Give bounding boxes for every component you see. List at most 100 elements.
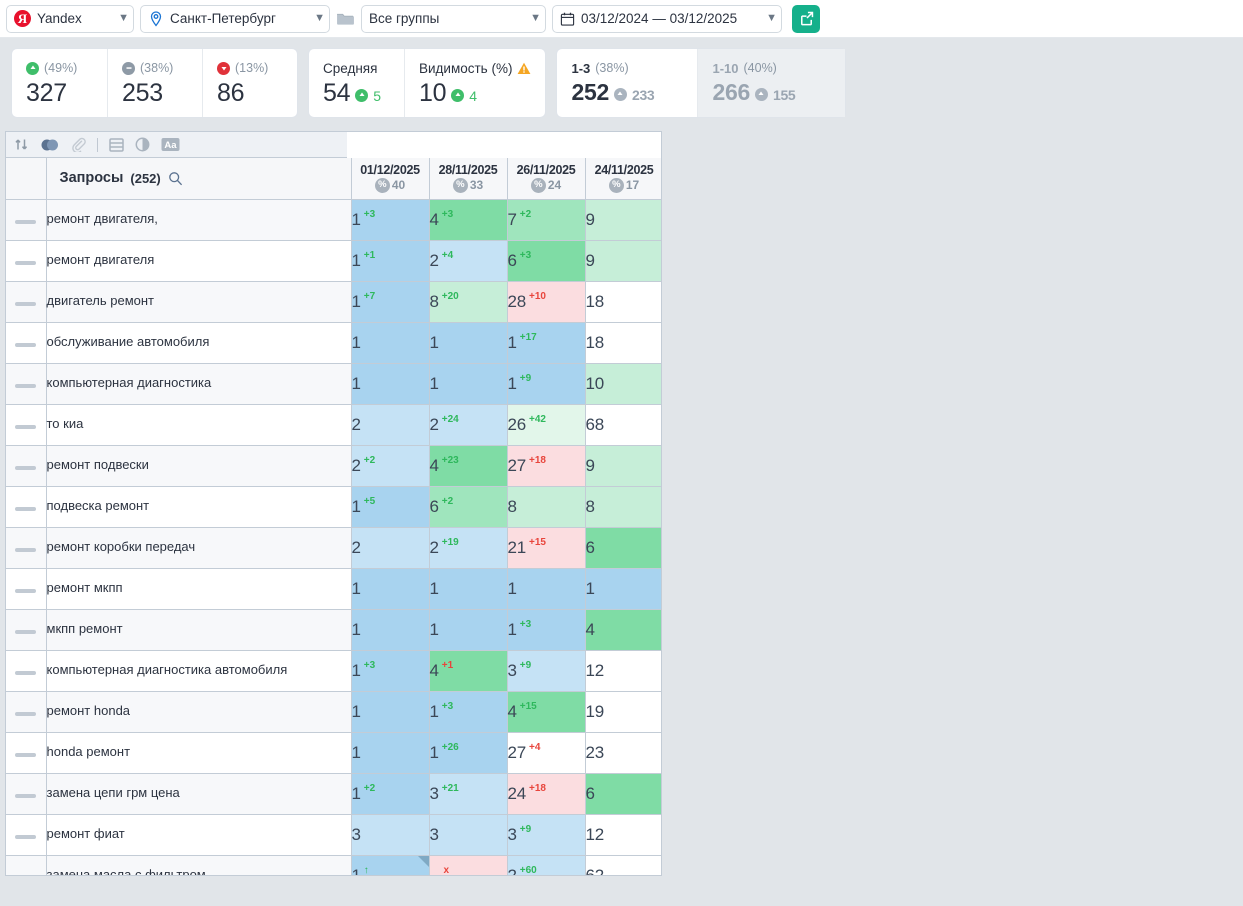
position-cell[interactable]: 27 +4 — [507, 732, 586, 774]
table-row[interactable]: замена цепи грм цена 1 +2 3 +21 24 +18 6 — [6, 773, 661, 815]
row-drag-handle[interactable] — [6, 650, 47, 692]
position-cell[interactable]: 9 — [585, 240, 661, 282]
row-drag-handle[interactable] — [6, 281, 47, 323]
position-cell[interactable]: 1 +3 — [351, 199, 430, 241]
table-row[interactable]: компьютерная диагностика 1 1 1 +9 10 — [6, 363, 661, 405]
position-cell[interactable]: 8 — [585, 486, 661, 528]
row-drag-handle[interactable] — [6, 445, 47, 487]
position-cell[interactable]: 2 +24 — [429, 404, 508, 446]
position-cell[interactable]: 62 — [585, 855, 661, 875]
position-cell[interactable]: 68 — [585, 404, 661, 446]
position-cell[interactable]: 1↑ — [351, 855, 430, 875]
position-cell[interactable]: 3 — [429, 814, 508, 856]
position-cell[interactable]: 19 — [585, 691, 661, 733]
row-drag-handle[interactable] — [6, 240, 47, 282]
row-drag-handle[interactable] — [6, 691, 47, 733]
position-cell[interactable]: 28 +10 — [507, 281, 586, 323]
half-contrast-icon[interactable] — [135, 137, 150, 152]
row-drag-handle[interactable] — [6, 322, 47, 364]
position-cell[interactable]: 1 +5 — [351, 486, 430, 528]
table-row[interactable]: мкпп ремонт 1 1 1 +3 4 — [6, 609, 661, 651]
position-cell[interactable]: 7 +2 — [507, 199, 586, 241]
position-cell[interactable]: 23 — [585, 732, 661, 774]
position-cell[interactable]: 18 — [585, 322, 661, 364]
position-cell[interactable]: 1 +7 — [351, 281, 430, 323]
position-cell[interactable]: 4 — [585, 609, 661, 651]
panel-layout-icon[interactable] — [109, 137, 124, 152]
position-cell[interactable]: 3 — [351, 814, 430, 856]
table-row[interactable]: то киа 2 2 +24 26 +42 68 — [6, 404, 661, 446]
position-cell[interactable]: 3 +21 — [429, 773, 508, 815]
position-cell[interactable]: 12 — [585, 650, 661, 692]
position-cell[interactable]: 12 — [585, 814, 661, 856]
stat-flat[interactable]: (38%) 253 — [107, 49, 202, 117]
position-cell[interactable]: 2 +19 — [429, 527, 508, 569]
row-drag-handle[interactable] — [6, 773, 47, 815]
filter-search-engine[interactable]: Я Yandex ▼ — [6, 4, 134, 33]
position-cell[interactable]: 6 — [585, 773, 661, 815]
position-cell[interactable]: 27 +18 — [507, 445, 586, 487]
position-cell[interactable]: 1 — [429, 568, 508, 610]
table-row[interactable]: двигатель ремонт 1 +7 8 +20 28 +10 18 — [6, 281, 661, 323]
position-cell[interactable]: 2 — [351, 527, 430, 569]
position-cell[interactable]: 9 — [585, 199, 661, 241]
row-drag-handle[interactable] — [6, 814, 47, 856]
sort-icon[interactable] — [14, 137, 29, 152]
export-button[interactable] — [792, 4, 820, 33]
position-cell[interactable]: 1 — [351, 691, 430, 733]
table-row[interactable]: подвеска ремонт 1 +5 6 +2 8 8 — [6, 486, 661, 528]
position-cell[interactable]: 2 +4 — [429, 240, 508, 282]
stat-visibility[interactable]: Видимость (%) 10 4 — [404, 49, 545, 117]
position-cell[interactable]: 1 — [351, 609, 430, 651]
position-cell[interactable]: 4 +1 — [429, 650, 508, 692]
row-drag-handle[interactable] — [6, 732, 47, 774]
position-cell[interactable]: 1 +2 — [351, 773, 430, 815]
position-cell[interactable]: 3 +9 — [507, 814, 586, 856]
position-cell[interactable]: 1 — [351, 568, 430, 610]
position-cell[interactable]: 1 — [429, 609, 508, 651]
header-date-col-2[interactable]: 26/11/2025 % 24 — [507, 158, 586, 200]
table-row[interactable]: ремонт коробки передач 2 2 +19 21 +15 6 — [6, 527, 661, 569]
position-cell[interactable]: 8 — [507, 486, 586, 528]
table-row[interactable]: ремонт honda 1 1 +3 4 +15 19 — [6, 691, 661, 733]
position-cell[interactable]: 1 — [507, 568, 586, 610]
position-cell[interactable]: 1 +3 — [507, 609, 586, 651]
table-row[interactable]: ремонт подвески 2 +2 4 +23 27 +18 9 — [6, 445, 661, 487]
position-cell[interactable]: 24 +18 — [507, 773, 586, 815]
position-cell[interactable]: 4 +23 — [429, 445, 508, 487]
stat-top-1-10[interactable]: 1-10 (40%) 266 155 — [697, 49, 846, 117]
table-row[interactable]: ремонт фиат 3 3 3 +9 12 — [6, 814, 661, 856]
position-cell[interactable]: 1 — [351, 363, 430, 405]
table-row[interactable]: ремонт мкпп 1 1 1 1 — [6, 568, 661, 610]
position-cell[interactable]: 4 +15 — [507, 691, 586, 733]
row-drag-handle[interactable] — [6, 527, 47, 569]
stat-average[interactable]: Средняя 54 5 — [309, 49, 404, 117]
position-cell[interactable]: 6 +3 — [507, 240, 586, 282]
position-cell[interactable]: 1 — [351, 732, 430, 774]
position-cell[interactable]: 8 +20 — [429, 281, 508, 323]
position-cell[interactable]: 1 +3 — [429, 691, 508, 733]
position-cell[interactable]: 1 +1 — [351, 240, 430, 282]
text-format-icon[interactable]: Aa — [161, 137, 180, 152]
stat-up[interactable]: (49%) 327 — [12, 49, 107, 117]
position-cell[interactable]: 21 +15 — [507, 527, 586, 569]
position-cell[interactable]: 6 +2 — [429, 486, 508, 528]
position-cell[interactable]: 1 — [351, 322, 430, 364]
filter-region[interactable]: Санкт-Петербург ▼ — [140, 4, 330, 33]
table-row[interactable]: ремонт двигателя 1 +1 2 +4 6 +3 9 — [6, 240, 661, 282]
row-drag-handle[interactable] — [6, 363, 47, 405]
header-date-col-1[interactable]: 28/11/2025 % 33 — [429, 158, 508, 200]
row-drag-handle[interactable] — [6, 486, 47, 528]
position-cell[interactable]: 9 — [585, 445, 661, 487]
folder-icon[interactable] — [336, 11, 355, 26]
header-date-col-0[interactable]: 01/12/2025 % 40 — [351, 158, 430, 200]
position-cell[interactable]: 1 +17 — [507, 322, 586, 364]
position-cell[interactable]: 4 +3 — [429, 199, 508, 241]
position-cell[interactable]: 1 — [429, 363, 508, 405]
position-cell[interactable]: 2 — [351, 404, 430, 446]
filter-date-range[interactable]: 03/12/2024 — 03/12/2025 ▼ — [552, 4, 782, 33]
stat-top-1-3[interactable]: 1-3 (38%) 252 233 — [557, 49, 697, 117]
position-cell[interactable]: 1 +3 — [351, 650, 430, 692]
table-row[interactable]: honda ремонт 1 1 +26 27 +4 23 — [6, 732, 661, 774]
table-row[interactable]: ремонт двигателя, 1 +3 4 +3 7 +2 9 — [6, 199, 661, 241]
